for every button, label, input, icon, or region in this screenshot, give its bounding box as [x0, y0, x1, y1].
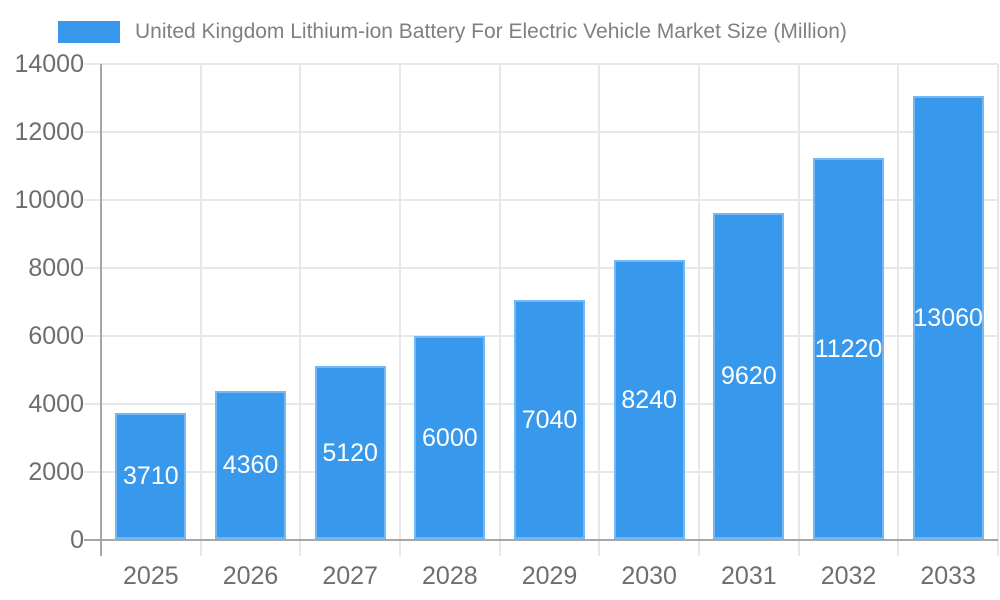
gridline-h — [84, 198, 998, 201]
x-axis-label: 2032 — [820, 561, 877, 590]
bar-value-label: 5120 — [322, 438, 378, 467]
bar — [912, 95, 984, 540]
bar — [215, 391, 286, 540]
x-axis-label: 2031 — [721, 561, 777, 590]
bar-value-label: 7040 — [521, 405, 578, 434]
bar-value-label: 13060 — [913, 303, 983, 332]
x-axis-label: 2026 — [222, 561, 279, 590]
bar-value-label: 8240 — [621, 385, 677, 414]
x-axis-label: 2033 — [920, 561, 976, 590]
bar-value-label: 9620 — [721, 362, 777, 391]
y-axis-label: 10000 — [14, 185, 84, 214]
y-axis-label: 0 — [70, 525, 84, 554]
gridline-v — [997, 64, 999, 556]
gridline-v — [299, 64, 302, 556]
x-axis-line — [84, 538, 998, 541]
bar — [314, 365, 386, 540]
chart-title: United Kingdom Lithium-ion Battery For E… — [135, 20, 847, 43]
x-axis-label: 2028 — [422, 561, 478, 590]
gridline-h — [84, 266, 998, 269]
gridline-h — [84, 130, 998, 133]
gridline-v — [498, 64, 501, 556]
x-axis-label: 2025 — [123, 561, 179, 590]
y-axis-line — [100, 64, 102, 556]
bar-value-label: 3710 — [123, 462, 179, 491]
gridline-v — [897, 64, 900, 556]
bar — [613, 259, 685, 540]
gridline-v — [797, 64, 800, 556]
gridline-v — [199, 64, 202, 556]
gridline-v — [399, 64, 401, 556]
y-axis-label: 4000 — [28, 389, 84, 418]
bar — [414, 335, 486, 540]
y-axis-label: 12000 — [14, 117, 84, 146]
y-axis-label: 8000 — [28, 253, 84, 282]
x-axis-label: 2030 — [621, 561, 677, 590]
gridline-h — [84, 63, 998, 65]
x-axis-label: 2029 — [521, 561, 578, 590]
bar — [713, 212, 785, 540]
y-axis-label: 6000 — [28, 321, 84, 350]
bar — [115, 413, 187, 540]
gridline-v — [598, 64, 601, 556]
bar-value-label: 4360 — [222, 451, 279, 480]
bar — [514, 300, 585, 540]
gridline-v — [698, 64, 700, 556]
legend-swatch — [58, 21, 120, 43]
x-axis-label: 2027 — [322, 561, 378, 590]
bar-value-label: 6000 — [422, 423, 478, 452]
bar-value-label: 11220 — [814, 334, 883, 363]
y-axis-label: 2000 — [28, 457, 84, 486]
y-axis-label: 14000 — [14, 50, 84, 78]
bar — [813, 158, 884, 540]
